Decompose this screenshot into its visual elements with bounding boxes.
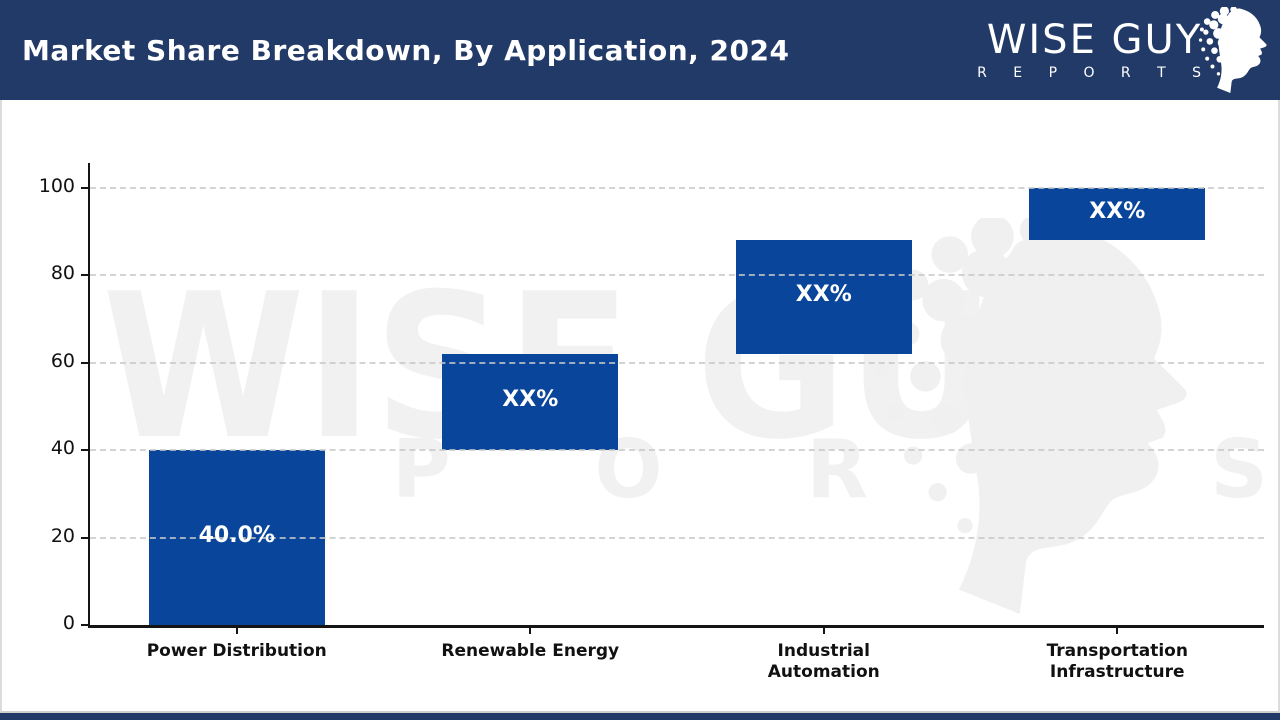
y-tick-mark — [81, 274, 90, 276]
y-tick-label: 0 — [62, 612, 75, 634]
gridline-60 — [90, 361, 1264, 364]
y-tick-label: 100 — [38, 174, 75, 197]
x-category-label: Renewable Energy — [441, 641, 620, 661]
x-tick-mark — [235, 625, 238, 634]
plot-area: 0 20 40 60 80 100 40.0% Power Distribution XX% Re… — [2, 100, 1278, 711]
y-axis-spine — [88, 163, 90, 628]
bar-value-label: 40.0% — [198, 522, 275, 548]
x-tick-mark — [1116, 625, 1119, 634]
x-tick-mark — [529, 625, 532, 634]
x-category-label: Power Distribution — [146, 641, 327, 661]
logo-subtitle: R E P O R T S — [977, 65, 1212, 81]
x-tick-mark — [822, 625, 825, 634]
chart-title: Market Share Breakdown, By Application, … — [22, 33, 790, 67]
dotted-head-watermark-icon — [864, 218, 1200, 614]
header-bar: Market Share Breakdown, By Application, … — [0, 0, 1280, 100]
y-tick-mark — [81, 449, 90, 451]
y-tick-mark — [81, 186, 90, 189]
y-tick-label: 20 — [50, 524, 75, 547]
bar-value-label: XX% — [502, 386, 559, 412]
x-axis-spine — [88, 625, 1264, 628]
bar-3 — [735, 240, 912, 354]
y-tick-mark — [81, 536, 90, 539]
bar-value-label: XX% — [1089, 198, 1146, 224]
y-tick-mark — [81, 624, 90, 626]
x-category-label: Industrial Automation — [767, 641, 880, 682]
gridline-20 — [90, 536, 1264, 539]
x-category-label: Transportation Infrastructure — [1046, 641, 1188, 682]
y-tick-mark — [81, 361, 90, 364]
bar-4 — [1029, 187, 1206, 240]
gridline-100 — [90, 186, 1264, 189]
footer-bar — [0, 713, 1280, 720]
gridline-80 — [90, 274, 1264, 276]
logo-text: WISE GUY R E P O R T S — [977, 20, 1212, 80]
bar-value-label: XX% — [795, 281, 852, 307]
wise-guy-logo: WISE GUY R E P O R T S — [977, 7, 1270, 93]
dotted-head-icon — [1196, 7, 1270, 93]
y-tick-label: 60 — [50, 349, 75, 372]
y-tick-label: 80 — [50, 262, 75, 284]
gridline-40 — [90, 449, 1264, 451]
logo-wordmark: WISE GUY — [986, 17, 1203, 63]
bar-2 — [442, 353, 619, 450]
chart-canvas: WISE GUY P O R T S 0 20 40 60 80 100 40.0% Powe… — [0, 100, 1280, 713]
y-tick-label: 40 — [50, 437, 75, 459]
